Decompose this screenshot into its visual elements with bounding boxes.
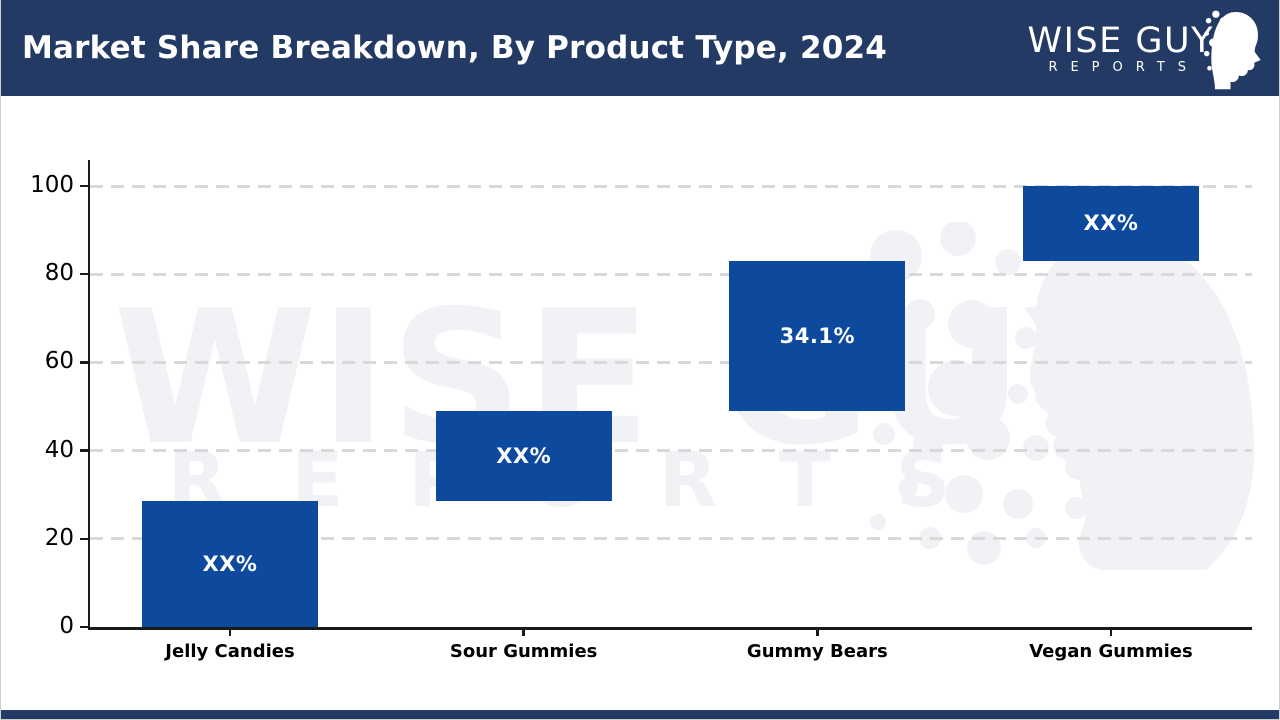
- logo-text: WISE GUY REPORTS: [1027, 20, 1214, 76]
- logo-wordmark: WISE GUY: [1027, 20, 1214, 61]
- x-label-sour-gummies: Sour Gummies: [449, 641, 598, 662]
- bar-vegan-gummies: XX%: [1022, 186, 1199, 261]
- x-axis-spine: [87, 627, 1252, 630]
- x-tick-gummy-bears: [816, 628, 819, 636]
- logo-face-icon: [1204, 10, 1261, 90]
- bar-sour-gummies: XX%: [435, 410, 612, 502]
- bar-value-label-sour-gummies: XX%: [496, 444, 552, 469]
- footer-bar: [0, 710, 1280, 720]
- header-bar: Market Share Breakdown, By Product Type,…: [0, 0, 1280, 96]
- y-tick-label-60: 60: [44, 348, 74, 375]
- wise-guy-logo: WISE GUY REPORTS: [1027, 8, 1268, 90]
- y-axis-spine: [87, 160, 90, 630]
- gridline-100: [90, 184, 1252, 188]
- page-title: Market Share Breakdown, By Product Type,…: [22, 30, 888, 66]
- gridline-40: [90, 449, 1252, 453]
- y-tick-40: [80, 449, 90, 452]
- bar-jelly-candies: XX%: [142, 501, 318, 627]
- bar-gummy-bears: 34.1%: [729, 260, 906, 411]
- x-tick-jelly-candies: [228, 628, 232, 636]
- bar-value-label-jelly-candies: XX%: [202, 552, 258, 577]
- x-tick-vegan-gummies: [1109, 628, 1113, 636]
- y-tick-label-20: 20: [44, 524, 74, 551]
- x-label-gummy-bears: Gummy Bears: [746, 641, 888, 662]
- gridline-20: [90, 537, 1252, 541]
- gridline-80: [90, 272, 1252, 276]
- gridline-60: [90, 360, 1252, 364]
- y-tick-0: [80, 625, 90, 629]
- bar-value-label-vegan-gummies: XX%: [1083, 211, 1139, 236]
- x-label-jelly-candies: Jelly Candies: [165, 641, 295, 662]
- y-tick-80: [80, 272, 90, 276]
- watermark-face-icon: [868, 222, 1254, 570]
- logo-subtitle: REPORTS: [1048, 60, 1200, 76]
- y-tick-label-80: 80: [44, 260, 74, 287]
- y-tick-label-100: 100: [30, 172, 74, 198]
- x-label-vegan-gummies: Vegan Gummies: [1029, 641, 1193, 662]
- y-tick-label-40: 40: [44, 436, 74, 463]
- y-tick-label-0: 0: [59, 613, 74, 639]
- y-tick-60: [80, 361, 90, 364]
- bar-value-label-gummy-bears: 34.1%: [779, 323, 855, 348]
- y-tick-100: [80, 184, 90, 188]
- x-tick-sour-gummies: [522, 628, 525, 636]
- y-tick-20: [80, 537, 90, 541]
